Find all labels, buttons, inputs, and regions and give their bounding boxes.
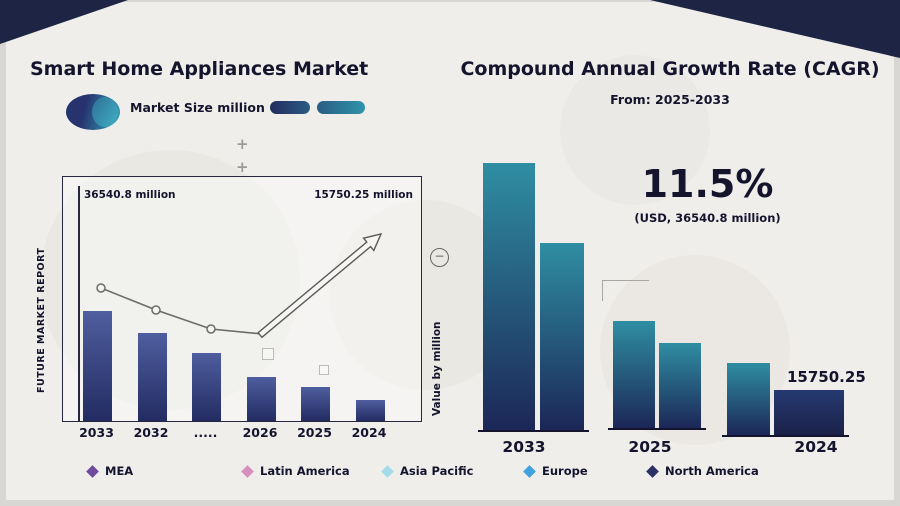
- legend-dot-icon: [241, 464, 254, 478]
- square-decoration: [262, 348, 274, 360]
- legend-dot-icon: [646, 464, 659, 478]
- background-blob: [560, 55, 710, 205]
- x-axis-label: .....: [193, 425, 218, 440]
- y-axis-line: [78, 186, 80, 421]
- cagr-title: Compound Annual Growth Rate (CAGR): [460, 58, 880, 80]
- market-size-bar-2032: [137, 333, 167, 421]
- cagr-bar-group-2033: [478, 163, 589, 432]
- value-annotation: 15750.25: [787, 368, 866, 386]
- trend-marker: [206, 324, 216, 334]
- cylinder-icon: [66, 94, 120, 130]
- legend-item-asia-pacific: Asia Pacific: [381, 464, 474, 478]
- trend-line: [96, 232, 383, 339]
- legend-dot-icon: [523, 464, 536, 478]
- gradient-pill-icon: [317, 101, 365, 114]
- cagr-x-label: 2033: [502, 438, 546, 456]
- legend-item-latin-america: Latin America: [241, 464, 350, 478]
- max-value-label: 36540.8 million: [84, 189, 176, 201]
- market-size-bar-2024: [355, 400, 385, 421]
- market-size-bar-2033: [83, 311, 112, 421]
- cagr-bar-group-2025: [608, 321, 706, 430]
- x-axis-label: 2025: [297, 425, 332, 440]
- market-size-legend-label: Market Size million: [130, 100, 265, 115]
- cagr-bar-2025-series-a: [613, 321, 655, 428]
- legend-item-north-america: North America: [646, 464, 759, 478]
- step-decoration: [602, 280, 649, 301]
- cagr-subtitle: From: 2025-2033: [610, 92, 730, 107]
- legend-label: Europe: [542, 464, 588, 478]
- legend-dot-icon: [86, 464, 99, 478]
- page-title: Smart Home Appliances Market: [30, 58, 369, 80]
- market-size-bar-.....: [192, 353, 221, 421]
- cagr-value: 11.5%: [641, 162, 774, 206]
- plus-decoration: +: [236, 158, 249, 176]
- market-size-chart: 36540.8 million 15750.25 million: [62, 176, 422, 422]
- minus-circle-icon: −: [430, 248, 449, 267]
- growth-arrow-icon: [257, 232, 383, 339]
- x-axis-label: 2032: [133, 425, 169, 440]
- region-legend: MEA Latin America Asia Pacific Europe North …: [0, 464, 900, 488]
- left-x-axis: 2033 2032..... 2026 2025 2024: [62, 425, 420, 443]
- market-size-bar-2026: [246, 377, 276, 421]
- trend-marker: [96, 283, 106, 293]
- legend-item-mea: MEA: [86, 464, 134, 478]
- cagr-x-label: 2024: [794, 438, 838, 456]
- legend-label: Latin America: [260, 464, 350, 478]
- trend-marker: [151, 305, 161, 315]
- legend-label: North America: [665, 464, 759, 478]
- market-size-bar-2025: [301, 387, 330, 421]
- legend-label: Asia Pacific: [400, 464, 474, 478]
- cagr-bar-2033-series-a: [483, 163, 535, 430]
- x-axis-label: 2024: [351, 425, 387, 440]
- cagr-x-label: 2025: [628, 438, 672, 456]
- cagr-bar-2025-series-b: [659, 343, 701, 428]
- x-axis-label: 2033: [79, 425, 114, 440]
- legend-label: MEA: [105, 464, 134, 478]
- cagr-bar-2033-series-b: [540, 243, 584, 430]
- legend-item-europe: Europe: [523, 464, 588, 478]
- square-decoration: [319, 365, 329, 375]
- x-axis-label: 2026: [242, 425, 278, 440]
- legend-dot-icon: [381, 464, 394, 478]
- cagr-bar-2024-series-a: [727, 363, 770, 435]
- cagr-bar-group-2024: [722, 363, 849, 437]
- trend-polyline: [100, 287, 263, 335]
- plus-decoration: +: [236, 135, 249, 153]
- cagr-bar-2024-series-b: [774, 390, 844, 435]
- cagr-detail: (USD, 36540.8 million): [634, 211, 781, 225]
- end-value-label: 15750.25 million: [314, 189, 413, 201]
- gradient-pill-icon: [270, 101, 310, 114]
